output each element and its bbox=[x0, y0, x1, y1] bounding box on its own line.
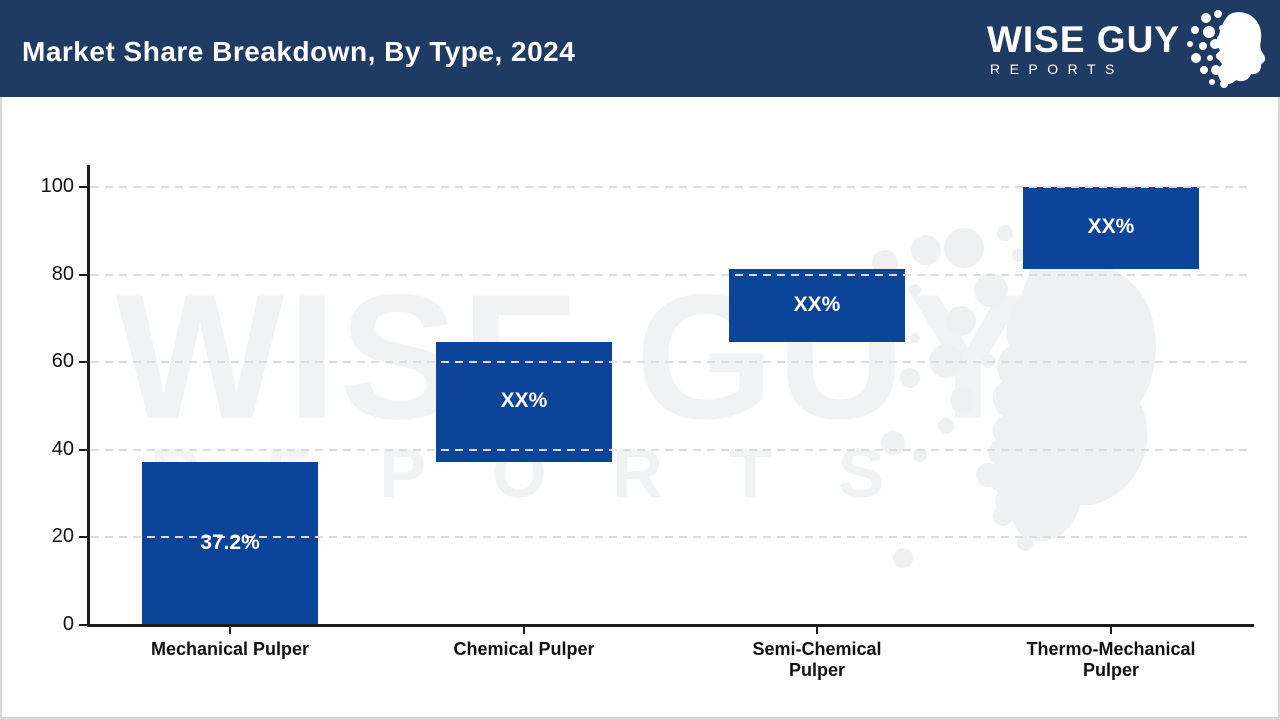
x-tick-mark bbox=[229, 625, 231, 634]
category-label-line: Chemical Pulper bbox=[453, 639, 595, 659]
bar-value-label: XX% bbox=[793, 292, 841, 316]
category-label: Semi-Chemical Pulper bbox=[687, 639, 947, 681]
brand-head-icon bbox=[1187, 10, 1266, 88]
y-tick-label: 20 bbox=[51, 525, 74, 548]
x-tick-mark bbox=[816, 625, 818, 634]
y-tick-mark bbox=[79, 536, 88, 539]
bar-value-label: 37.2% bbox=[200, 530, 260, 554]
category-label: Mechanical Pulper bbox=[100, 639, 360, 660]
category-label-line: Thermo-Mechanical bbox=[1026, 639, 1196, 659]
y-tick-mark bbox=[79, 361, 88, 364]
brand-logo-text: WISE GUY REPORTS bbox=[986, 18, 1180, 78]
x-tick-mark bbox=[523, 625, 525, 634]
category-label: Chemical Pulper bbox=[394, 639, 654, 660]
category-label-line: Semi-Chemical bbox=[752, 639, 882, 659]
category-label: Thermo-Mechanical Pulper bbox=[981, 639, 1241, 681]
gridline-40 bbox=[91, 448, 1253, 451]
category-label-line: Pulper bbox=[788, 660, 845, 680]
x-tick-mark bbox=[1110, 625, 1112, 634]
gridline-80 bbox=[91, 273, 1253, 276]
x-axis-line bbox=[87, 624, 1254, 627]
brand-logo: WISE GUY REPORTS bbox=[987, 6, 1270, 92]
y-tick-label: 80 bbox=[51, 262, 74, 285]
gridline-100 bbox=[91, 186, 1253, 188]
chart-title: Market Share Breakdown, By Type, 2024 bbox=[22, 36, 576, 67]
bar-semi-chemical-pulper bbox=[729, 269, 905, 343]
bar-mechanical-pulper bbox=[142, 462, 318, 625]
category-label-line: Pulper bbox=[1082, 660, 1139, 680]
header-bar: Market Share Breakdown, By Type, 2024 WI… bbox=[0, 0, 1280, 97]
bar-value-label: XX% bbox=[500, 389, 548, 413]
y-tick-mark bbox=[79, 186, 88, 188]
brand-name: WISE GUY bbox=[986, 18, 1180, 60]
y-tick-label: 100 bbox=[40, 175, 74, 197]
y-tick-mark bbox=[79, 624, 88, 626]
y-tick-label: 40 bbox=[51, 437, 74, 460]
brand-subname: REPORTS bbox=[989, 61, 1124, 78]
y-tick-label: 60 bbox=[51, 350, 74, 373]
gridline-60 bbox=[91, 361, 1253, 364]
bar-thermo-mechanical-pulper bbox=[1023, 187, 1199, 270]
y-tick-mark bbox=[79, 448, 88, 451]
category-label-line: Mechanical Pulper bbox=[150, 639, 310, 659]
y-tick-mark bbox=[79, 273, 88, 276]
y-axis-line bbox=[87, 165, 90, 627]
bar-value-label: XX% bbox=[1087, 215, 1135, 239]
gridline-20 bbox=[91, 536, 1253, 539]
y-tick-label: 0 bbox=[62, 613, 74, 635]
